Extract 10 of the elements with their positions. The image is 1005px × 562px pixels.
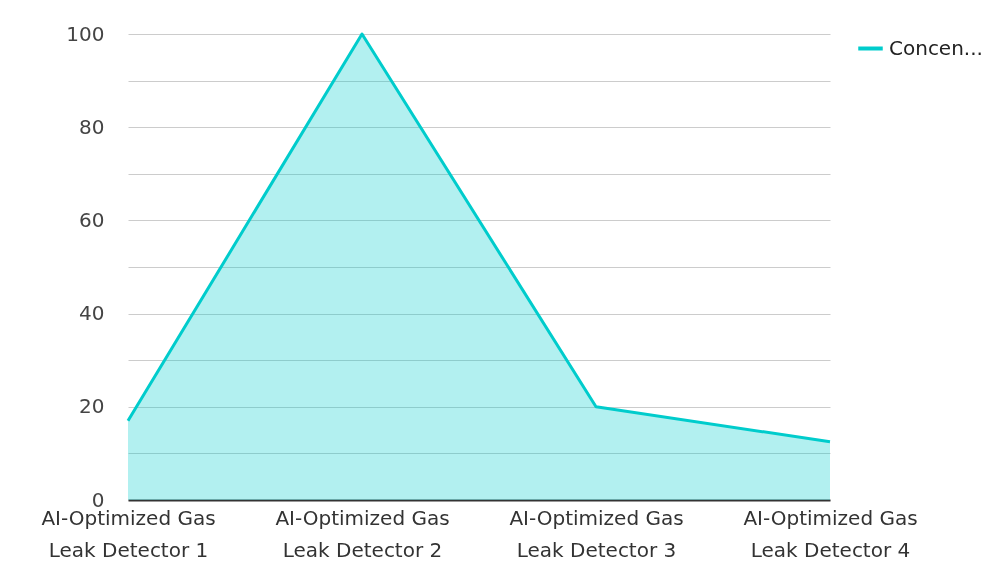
y-tick-label: 100 [66, 21, 105, 46]
y-tick-label: 40 [79, 301, 105, 326]
x-tick-label: AI-Optimized Gas Leak Detector 3 [509, 505, 684, 562]
y-tick-label: 20 [79, 394, 105, 419]
x-tick-label: AI-Optimized Gas Leak Detector 2 [275, 505, 450, 562]
y-tick-label: 80 [79, 114, 105, 139]
y-tick-label: 0 [91, 487, 105, 512]
legend-label: Concen... [889, 35, 983, 60]
y-tick-label: 60 [79, 207, 105, 232]
x-tick-label: AI-Optimized Gas Leak Detector 4 [743, 505, 918, 562]
